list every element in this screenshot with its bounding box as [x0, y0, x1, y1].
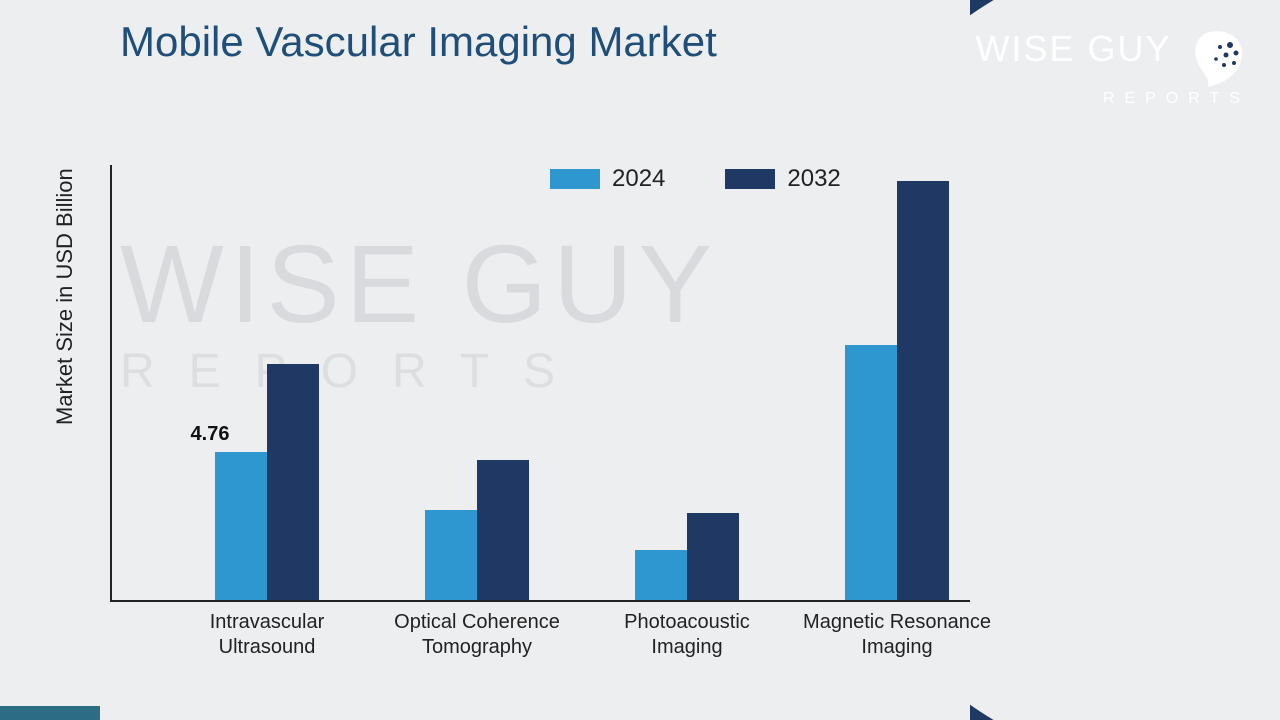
logo-head-icon [1186, 25, 1250, 89]
bar [425, 510, 477, 600]
logo-line1: WISE GUY [976, 28, 1172, 69]
canvas: WISE GUY REPORTS Mobile Vascular Imaging… [0, 0, 1280, 720]
bar [635, 550, 687, 600]
category-label: Intravascular Ultrasound [172, 610, 362, 660]
value-label: 4.76 [191, 423, 230, 446]
x-axis [110, 600, 970, 602]
bar [267, 364, 319, 600]
bottom-accent [0, 706, 100, 720]
chart: Market Size in USD Billion 4.76 Intravas… [70, 165, 970, 685]
brand-logo: WISE GUY REPORTS [976, 25, 1250, 107]
category-label: Magnetic Resonance Imaging [802, 610, 992, 660]
y-axis-label: Market Size in USD Billion [52, 168, 78, 425]
plot-area: 4.76 [112, 165, 972, 600]
bar [215, 452, 267, 600]
bar [477, 460, 529, 600]
bar [845, 345, 897, 600]
category-label: Optical Coherence Tomography [382, 610, 572, 660]
page-title: Mobile Vascular Imaging Market [120, 18, 717, 66]
category-label: Photoacoustic Imaging [592, 610, 782, 660]
logo-line2: REPORTS [976, 91, 1250, 107]
bar [687, 513, 739, 600]
bar [897, 181, 949, 600]
